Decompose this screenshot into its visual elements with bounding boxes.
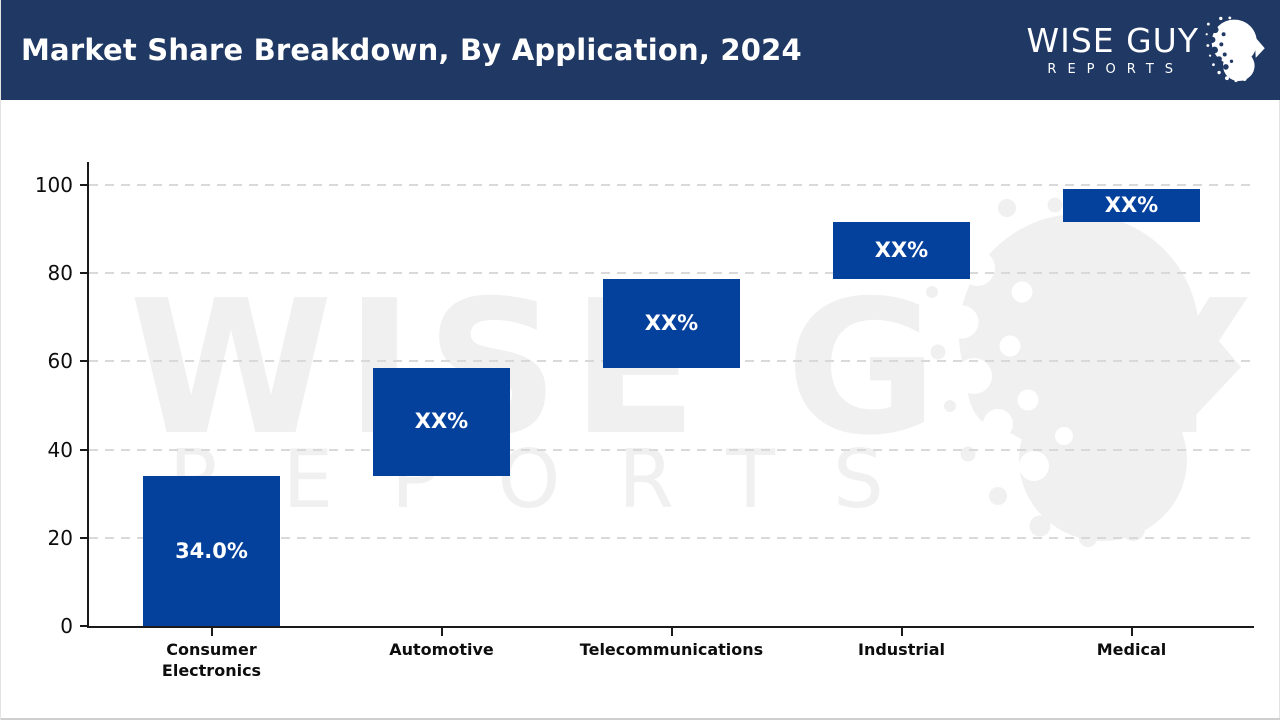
x-axis-tick-2 [670,628,673,636]
x-axis-tick-0 [210,628,213,636]
chart-title: Market Share Breakdown, By Application, … [21,33,802,67]
x-axis-line [87,626,1254,628]
x-axis-tick-3 [900,628,903,636]
x-axis-tick-1 [440,628,443,636]
bar-value-label: XX% [644,310,699,335]
x-axis-label-0: Consumer Electronics [161,640,262,680]
watermark-reports: REPORTS [169,433,942,526]
bar-value-label: XX% [1104,192,1159,217]
y-axis-tick-label-80: 80 [47,261,73,286]
gridline-80 [89,272,1254,275]
gridline-40 [89,448,1254,451]
bar-medical: XX% [1063,188,1200,223]
y-axis-tick-label-20: 20 [47,525,73,550]
y-axis-tick-60 [80,360,89,363]
wiseguy-logo: WISE GUY REPORTS [1026,16,1267,84]
y-axis-tick-20 [80,536,89,539]
x-axis-label-4: Medical [1096,640,1167,659]
bottom-border [1,718,1280,720]
y-axis-tick-80 [80,272,89,275]
header-bar: Market Share Breakdown, By Application, … [1,0,1280,100]
logo-face-icon [1205,16,1267,84]
x-axis-label-1: Automotive [389,640,494,659]
bar-telecommunications: XX% [603,279,740,368]
gridline-100 [89,184,1254,186]
watermark-face-icon [923,196,1253,556]
bar-value-label: XX% [414,409,469,434]
y-axis-tick-100 [80,184,89,186]
bar-value-label: XX% [874,238,929,263]
x-axis-tick-4 [1130,628,1133,636]
gridline-20 [89,536,1254,539]
x-axis-label-2: Telecommunications [579,640,764,659]
y-axis-tick-0 [80,625,89,627]
logo-text: WISE GUY REPORTS [1026,24,1199,76]
y-axis-tick-40 [80,448,89,451]
logo-wordmark: WISE GUY [1026,21,1199,60]
bar-value-label: 34.0% [175,538,248,563]
bar-automotive: XX% [373,367,510,477]
x-axis-label-3: Industrial [857,640,945,659]
bar-industrial: XX% [833,222,970,280]
logo-subtext: REPORTS [1047,62,1185,77]
y-axis-tick-label-100: 100 [34,173,73,197]
y-axis-tick-label-60: 60 [47,349,73,374]
bar-consumer-electronics: 34.0% [143,476,280,626]
y-axis-tick-label-40: 40 [47,437,73,462]
y-axis-tick-label-0: 0 [60,614,73,638]
y-axis-line [87,162,89,628]
